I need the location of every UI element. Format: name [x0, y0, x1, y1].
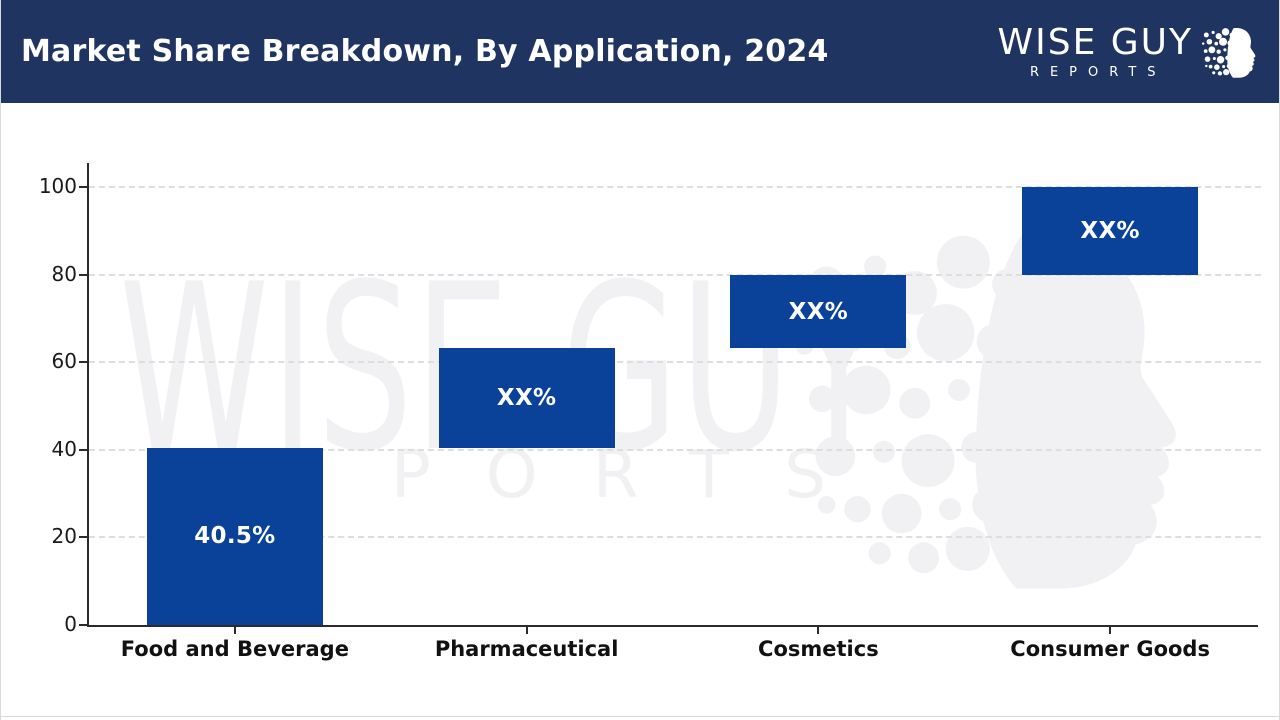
x-tick-mark-pharmaceutical: [525, 627, 528, 634]
y-tick-mark-0: [79, 624, 88, 626]
x-tick-mark-consumer-goods: [1109, 627, 1112, 634]
bar-value-label: 40.5%: [194, 523, 276, 550]
bar-pharmaceutical: XX%: [438, 347, 615, 448]
y-tick-mark-60: [79, 361, 88, 364]
bottom-border-line: [1, 716, 1279, 717]
x-axis-line: [87, 625, 1258, 627]
gridline-60: [89, 361, 1261, 364]
bar-consumer-goods: XX%: [1022, 187, 1199, 276]
category-label-pharmaceutical: Pharmaceutical: [434, 637, 619, 661]
watermark-text-ports: PORTS: [391, 436, 882, 513]
dotted-head-logo-icon: [1197, 16, 1259, 88]
x-tick-mark-cosmetics: [817, 627, 820, 634]
brand-logo: WISE GUY REPORTS: [998, 16, 1260, 88]
y-tick-mark-20: [79, 536, 88, 539]
gridline-80: [89, 273, 1261, 276]
header-bar: Market Share Breakdown, By Application, …: [1, 0, 1279, 103]
y-tick-mark-100: [79, 186, 88, 188]
category-label-cosmetics: Cosmetics: [758, 637, 879, 661]
y-axis-tick-label: 40: [51, 436, 77, 461]
gridline-100: [89, 186, 1261, 188]
y-axis-tick-label: 20: [51, 524, 77, 549]
gridline-40: [89, 448, 1261, 451]
bar-value-label: XX%: [496, 384, 557, 411]
brand-logo-text: WISE GUY REPORTS: [997, 21, 1194, 80]
bar-food-and-beverage: 40.5%: [146, 447, 323, 625]
y-axis-tick-label: 100: [38, 174, 77, 198]
brand-name: WISE GUY: [997, 21, 1193, 63]
y-axis-tick-label: 0: [64, 612, 77, 636]
brand-subname: REPORTS: [1029, 64, 1167, 80]
bar-value-label: XX%: [788, 298, 849, 325]
y-axis-tick-label: 80: [51, 261, 77, 286]
y-axis-tick-label: 60: [51, 349, 77, 374]
y-axis-line: [87, 163, 89, 627]
y-tick-mark-80: [79, 273, 88, 276]
category-label-food-and-beverage: Food and Beverage: [120, 637, 349, 661]
x-tick-mark-food-and-beverage: [233, 627, 236, 634]
gridline-20: [89, 536, 1261, 539]
bar-value-label: XX%: [1080, 218, 1140, 245]
category-label-consumer-goods: Consumer Goods: [1010, 637, 1210, 661]
page-title: Market Share Breakdown, By Application, …: [21, 34, 829, 69]
y-tick-mark-40: [79, 448, 88, 451]
bar-cosmetics: XX%: [730, 275, 907, 348]
